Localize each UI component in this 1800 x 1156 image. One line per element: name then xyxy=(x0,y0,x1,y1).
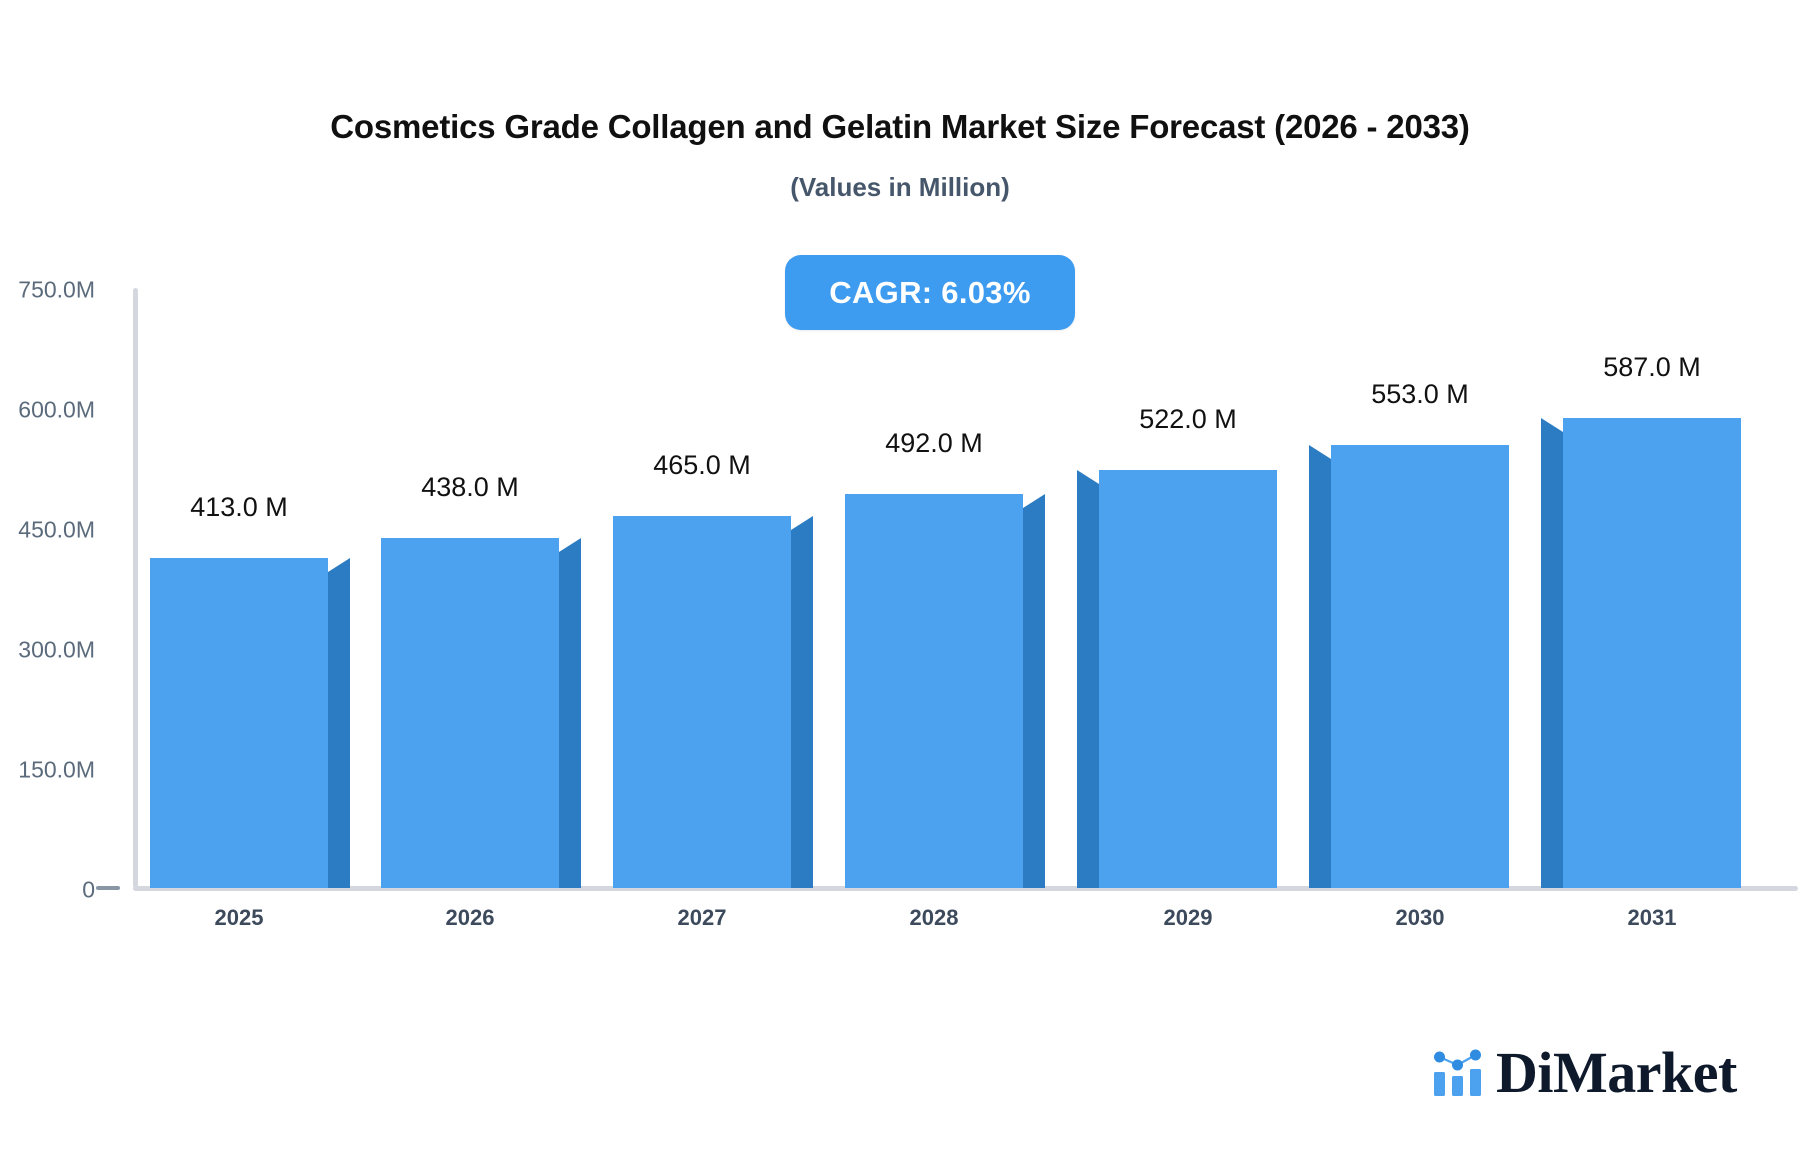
bar-value-2026: 438.0 M xyxy=(421,472,519,502)
y-tick-label-0: 0 xyxy=(82,876,95,903)
bar-3d-side-2028 xyxy=(1023,494,1045,888)
chart-title: Cosmetics Grade Collagen and Gelatin Mar… xyxy=(330,108,1470,145)
x-axis-label-2030: 2030 xyxy=(1395,905,1445,930)
bar-value-2025: 413.0 M xyxy=(190,492,288,522)
bar-group-2027 xyxy=(613,516,813,888)
brand-logo: DiMarket xyxy=(1432,1044,1737,1102)
bar-3d-side-2031 xyxy=(1541,418,1563,888)
y-tick-label-150: 150.0M xyxy=(18,756,95,783)
bar-3d-side-2026 xyxy=(559,538,581,888)
y-axis-zero-tick xyxy=(96,886,120,890)
bar-2031[interactable] xyxy=(1563,418,1741,888)
bar-value-2030: 553.0 M xyxy=(1371,379,1469,409)
x-axis-label-2031: 2031 xyxy=(1627,905,1677,930)
bar-2029[interactable] xyxy=(1099,470,1277,888)
bar-2026[interactable] xyxy=(381,538,559,888)
bar-value-2029: 522.0 M xyxy=(1139,404,1237,434)
y-tick-label-450: 450.0M xyxy=(18,516,95,543)
bar-group-2026 xyxy=(381,538,581,888)
x-axis-label-2025: 2025 xyxy=(214,905,264,930)
x-axis-label-2029: 2029 xyxy=(1163,905,1213,930)
brand-name: DiMarket xyxy=(1496,1040,1737,1105)
bar-2025[interactable] xyxy=(150,558,328,888)
bar-group-2031 xyxy=(1541,418,1763,888)
x-axis-label-2027: 2027 xyxy=(677,905,727,930)
bar-chart-icon xyxy=(1434,1049,1481,1096)
x-axis-label-2028: 2028 xyxy=(909,905,959,930)
bar-3d-side-2027 xyxy=(791,516,813,888)
bar-group-2028 xyxy=(845,494,1045,888)
cagr-badge: CAGR: 6.03% xyxy=(785,255,1075,330)
bar-2027[interactable] xyxy=(613,516,791,888)
bar-3d-side-2030 xyxy=(1309,445,1331,888)
y-tick-label-300: 300.0M xyxy=(18,636,95,663)
y-axis-line xyxy=(133,288,138,888)
bar-group-2025 xyxy=(150,558,350,888)
x-axis-label-2026: 2026 xyxy=(445,905,495,930)
y-tick-label-750: 750.0M xyxy=(18,276,95,303)
bar-3d-side-2029 xyxy=(1077,470,1099,888)
y-tick-label-600: 600.0M xyxy=(18,396,95,423)
bar-2030[interactable] xyxy=(1331,445,1509,888)
bar-3d-side-2025 xyxy=(328,558,350,888)
chart-subtitle: (Values in Million) xyxy=(790,172,1010,202)
bar-value-2027: 465.0 M xyxy=(653,450,751,480)
bar-2028[interactable] xyxy=(845,494,1023,888)
x-axis-line xyxy=(133,886,1798,891)
bar-value-2028: 492.0 M xyxy=(885,428,983,458)
bar-group-2030 xyxy=(1309,445,1531,888)
bar-value-2031: 587.0 M xyxy=(1603,352,1701,382)
bar-group-2029 xyxy=(1077,470,1299,888)
cagr-badge-label: CAGR: 6.03% xyxy=(829,274,1031,310)
